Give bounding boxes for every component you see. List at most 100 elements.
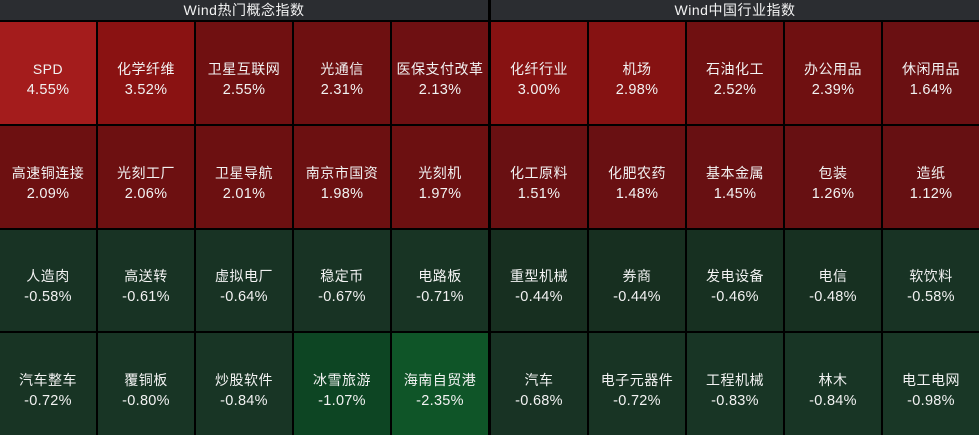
index-change: 1.48% — [615, 185, 659, 202]
index-change: 1.12% — [909, 185, 953, 202]
index-name: 化纤行业 — [510, 60, 568, 77]
index-change: -0.46% — [711, 289, 759, 306]
index-name: 汽车 — [524, 372, 554, 389]
index-cell[interactable]: 软饮料 -0.58% — [883, 229, 979, 332]
index-cell[interactable]: 南京市国资 1.98% — [294, 125, 390, 228]
index-change: -0.67% — [318, 289, 366, 306]
index-cell[interactable]: 化纤行业 3.00% — [491, 22, 587, 124]
index-cell[interactable]: 光通信 2.31% — [294, 22, 390, 124]
index-cell[interactable]: 人造肉 -0.58% — [0, 229, 96, 332]
index-change: -0.68% — [515, 393, 563, 410]
index-name: 冰雪旅游 — [313, 372, 371, 389]
index-cell[interactable]: 虚拟电厂 -0.64% — [196, 229, 292, 332]
index-change: 3.00% — [517, 81, 561, 98]
index-change: 2.52% — [713, 81, 757, 98]
index-name: 电工电网 — [902, 372, 960, 389]
index-cell[interactable]: 冰雪旅游 -1.07% — [294, 333, 390, 435]
index-cell[interactable]: 化肥农药 1.48% — [589, 125, 685, 228]
index-name: SPD — [32, 60, 64, 77]
index-cell[interactable]: 覆铜板 -0.80% — [98, 333, 194, 435]
index-cell[interactable]: 工程机械 -0.83% — [687, 333, 783, 435]
index-name: 基本金属 — [706, 164, 764, 181]
index-cell[interactable]: 化学纤维 3.52% — [98, 22, 194, 124]
index-change: -0.72% — [24, 393, 72, 410]
index-name: 光刻工厂 — [117, 164, 175, 181]
index-name: 虚拟电厂 — [215, 268, 273, 285]
index-name: 光刻机 — [418, 164, 462, 181]
index-change: 1.64% — [909, 81, 953, 98]
index-change: 1.98% — [320, 185, 364, 202]
index-name: 卫星导航 — [215, 164, 273, 181]
section-hot-concepts: Wind热门概念指数 SPD 4.55% 化学纤维 3.52% 卫星互联网 2.55% 光通… — [0, 0, 488, 435]
index-cell[interactable]: 电信 -0.48% — [785, 229, 881, 332]
index-name: 医保支付改革 — [396, 60, 484, 77]
index-name: 电信 — [818, 268, 848, 285]
index-change: 4.55% — [26, 81, 70, 98]
index-change: -0.71% — [416, 289, 464, 306]
index-cell[interactable]: 高送转 -0.61% — [98, 229, 194, 332]
index-name: 化学纤维 — [117, 60, 175, 77]
index-change: -0.64% — [220, 289, 268, 306]
index-name: 重型机械 — [510, 268, 568, 285]
index-cell[interactable]: 医保支付改革 2.13% — [392, 22, 488, 124]
index-cell[interactable]: 光刻工厂 2.06% — [98, 125, 194, 228]
index-change: -0.44% — [613, 289, 661, 306]
index-cell[interactable]: 光刻机 1.97% — [392, 125, 488, 228]
index-cell[interactable]: 发电设备 -0.46% — [687, 229, 783, 332]
index-change: -0.58% — [907, 289, 955, 306]
index-name: 化工原料 — [510, 164, 568, 181]
index-name: 发电设备 — [706, 268, 764, 285]
index-cell[interactable]: 电子元器件 -0.72% — [589, 333, 685, 435]
index-name: 高速铜连接 — [11, 164, 85, 181]
index-change: 2.55% — [222, 81, 266, 98]
index-change: 1.51% — [517, 185, 561, 202]
index-change: 1.45% — [713, 185, 757, 202]
index-name: 林木 — [818, 372, 848, 389]
index-change: -0.84% — [220, 393, 268, 410]
index-cell[interactable]: 基本金属 1.45% — [687, 125, 783, 228]
index-cell[interactable]: 汽车整车 -0.72% — [0, 333, 96, 435]
index-name: 卫星互联网 — [207, 60, 281, 77]
section-title-hot-concepts: Wind热门概念指数 — [0, 0, 488, 22]
section-title-china-industries: Wind中国行业指数 — [491, 0, 979, 22]
index-change: -0.83% — [711, 393, 759, 410]
index-name: 造纸 — [916, 164, 946, 181]
heatmap-grid-hot-concepts: SPD 4.55% 化学纤维 3.52% 卫星互联网 2.55% 光通信 2.31% 医保支付改… — [0, 22, 488, 435]
index-cell[interactable]: 包装 1.26% — [785, 125, 881, 228]
index-cell[interactable]: 休闲用品 1.64% — [883, 22, 979, 124]
index-change: 2.31% — [320, 81, 364, 98]
index-cell[interactable]: 办公用品 2.39% — [785, 22, 881, 124]
index-cell[interactable]: 重型机械 -0.44% — [491, 229, 587, 332]
index-change: 3.52% — [124, 81, 168, 98]
index-change: -1.07% — [318, 393, 366, 410]
index-cell[interactable]: 稳定币 -0.67% — [294, 229, 390, 332]
index-change: 2.13% — [418, 81, 462, 98]
index-change: 2.01% — [222, 185, 266, 202]
index-cell[interactable]: 高速铜连接 2.09% — [0, 125, 96, 228]
index-name: 稳定币 — [320, 268, 364, 285]
index-name: 石油化工 — [706, 60, 764, 77]
index-cell[interactable]: 卫星互联网 2.55% — [196, 22, 292, 124]
index-change: -0.61% — [122, 289, 170, 306]
index-cell[interactable]: 海南自贸港 -2.35% — [392, 333, 488, 435]
index-cell[interactable]: 电工电网 -0.98% — [883, 333, 979, 435]
index-name: 休闲用品 — [902, 60, 960, 77]
index-cell[interactable]: 林木 -0.84% — [785, 333, 881, 435]
index-cell[interactable]: 化工原料 1.51% — [491, 125, 587, 228]
index-change: -0.48% — [809, 289, 857, 306]
index-cell[interactable]: SPD 4.55% — [0, 22, 96, 124]
index-name: 券商 — [622, 268, 652, 285]
index-cell[interactable]: 卫星导航 2.01% — [196, 125, 292, 228]
index-cell[interactable]: 券商 -0.44% — [589, 229, 685, 332]
index-cell[interactable]: 电路板 -0.71% — [392, 229, 488, 332]
index-cell[interactable]: 造纸 1.12% — [883, 125, 979, 228]
index-change: -0.44% — [515, 289, 563, 306]
index-change: 2.98% — [615, 81, 659, 98]
index-name: 电路板 — [418, 268, 462, 285]
index-cell[interactable]: 炒股软件 -0.84% — [196, 333, 292, 435]
index-cell[interactable]: 汽车 -0.68% — [491, 333, 587, 435]
index-cell[interactable]: 石油化工 2.52% — [687, 22, 783, 124]
index-cell[interactable]: 机场 2.98% — [589, 22, 685, 124]
index-change: -0.84% — [809, 393, 857, 410]
